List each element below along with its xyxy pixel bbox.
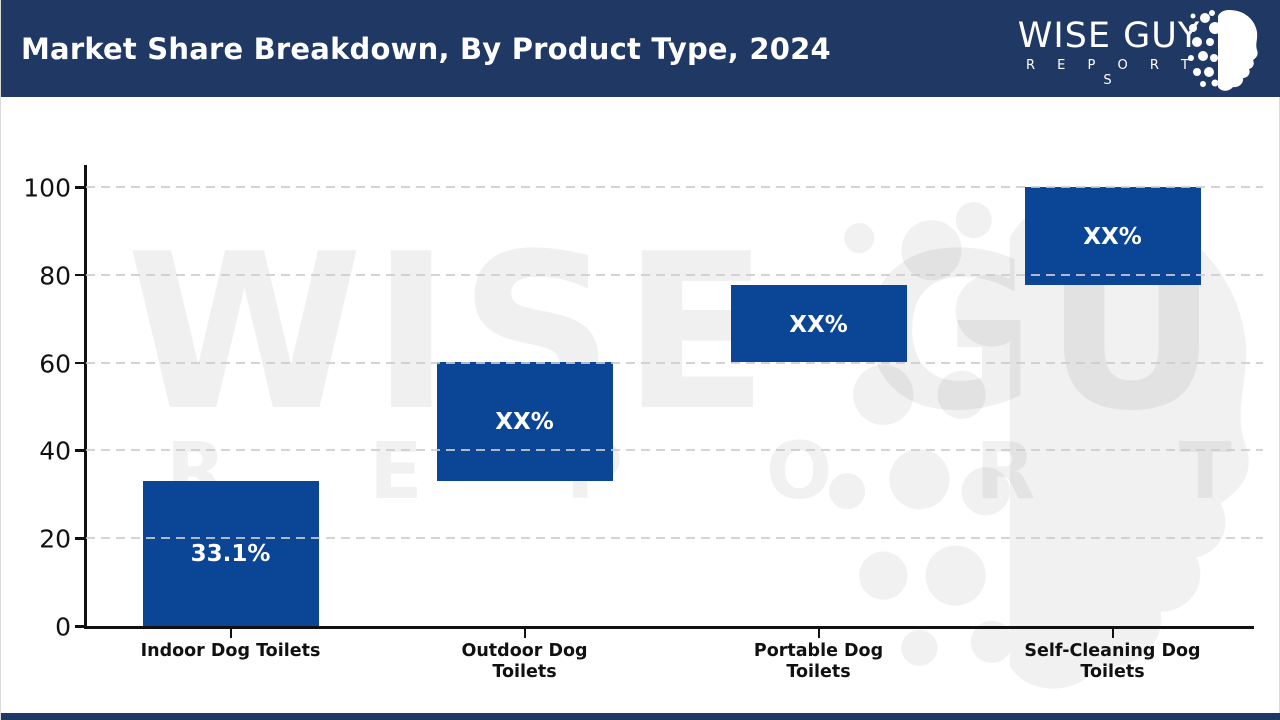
category-label-line: Portable Dog <box>753 641 884 661</box>
category-label: Portable Dog Toilets <box>754 641 883 683</box>
y-tick-mark <box>75 186 84 189</box>
category-label-line: Outdoor Dog <box>461 641 588 661</box>
bar-value-label: XX% <box>1083 224 1142 251</box>
x-axis-line <box>84 626 1254 629</box>
category-label-line: Toilets <box>786 662 851 682</box>
x-tick-mark <box>817 629 820 638</box>
footer-bar <box>1 713 1280 720</box>
brand-logo: WISE GUY R E P O R T S <box>1013 0 1263 97</box>
y-tick-mark <box>75 537 84 540</box>
bar-value-label: XX% <box>789 311 848 338</box>
category-label-line: Toilets <box>1080 662 1145 682</box>
brand-name: WISE GUY <box>1017 16 1201 56</box>
gridline <box>86 186 1263 188</box>
category-label: Outdoor Dog Toilets <box>461 641 587 683</box>
bar-value-label: 33.1% <box>190 541 271 568</box>
y-tick-label: 100 <box>23 173 71 203</box>
category-label-line: Indoor Dog Toilets <box>140 641 321 661</box>
y-tick-mark <box>75 625 84 628</box>
bar-value-label: XX% <box>495 409 554 436</box>
gridline <box>86 537 1263 540</box>
y-tick-mark <box>75 449 84 452</box>
y-tick-mark <box>75 361 84 365</box>
x-tick-mark <box>523 629 526 638</box>
bar-segment <box>142 480 319 626</box>
gridline <box>86 449 1263 452</box>
page-title: Market Share Breakdown, By Product Type,… <box>21 31 831 66</box>
bar-segment <box>436 362 613 481</box>
dotted-face-icon <box>1188 10 1258 91</box>
gridline <box>86 361 1263 364</box>
y-tick-label: 60 <box>39 349 71 379</box>
y-tick-label: 0 <box>55 612 71 642</box>
gridline <box>86 273 1263 276</box>
y-axis-line <box>84 165 87 629</box>
y-tick-label: 40 <box>39 436 71 466</box>
header: Market Share Breakdown, By Product Type,… <box>1 0 1280 97</box>
y-tick-label: 20 <box>39 524 71 554</box>
bar-segment <box>730 285 907 363</box>
category-label-line: Self-Cleaning Dog <box>1024 641 1201 661</box>
brand-logo-text: WISE GUY R E P O R T S <box>1013 16 1205 88</box>
y-tick-label: 80 <box>39 261 71 291</box>
category-label: Self-Cleaning Dog Toilets <box>1024 641 1200 683</box>
category-label-line: Toilets <box>492 662 557 682</box>
x-tick-mark <box>229 629 232 638</box>
x-tick-mark <box>1111 629 1114 638</box>
bar-segment <box>1024 187 1201 286</box>
y-tick-mark <box>75 273 84 277</box>
category-label: Indoor Dog Toilets <box>141 641 321 662</box>
brand-subtitle: R E P O R T S <box>1026 58 1198 88</box>
watermark-subtitle-text: R E P O R T <box>166 427 1280 517</box>
